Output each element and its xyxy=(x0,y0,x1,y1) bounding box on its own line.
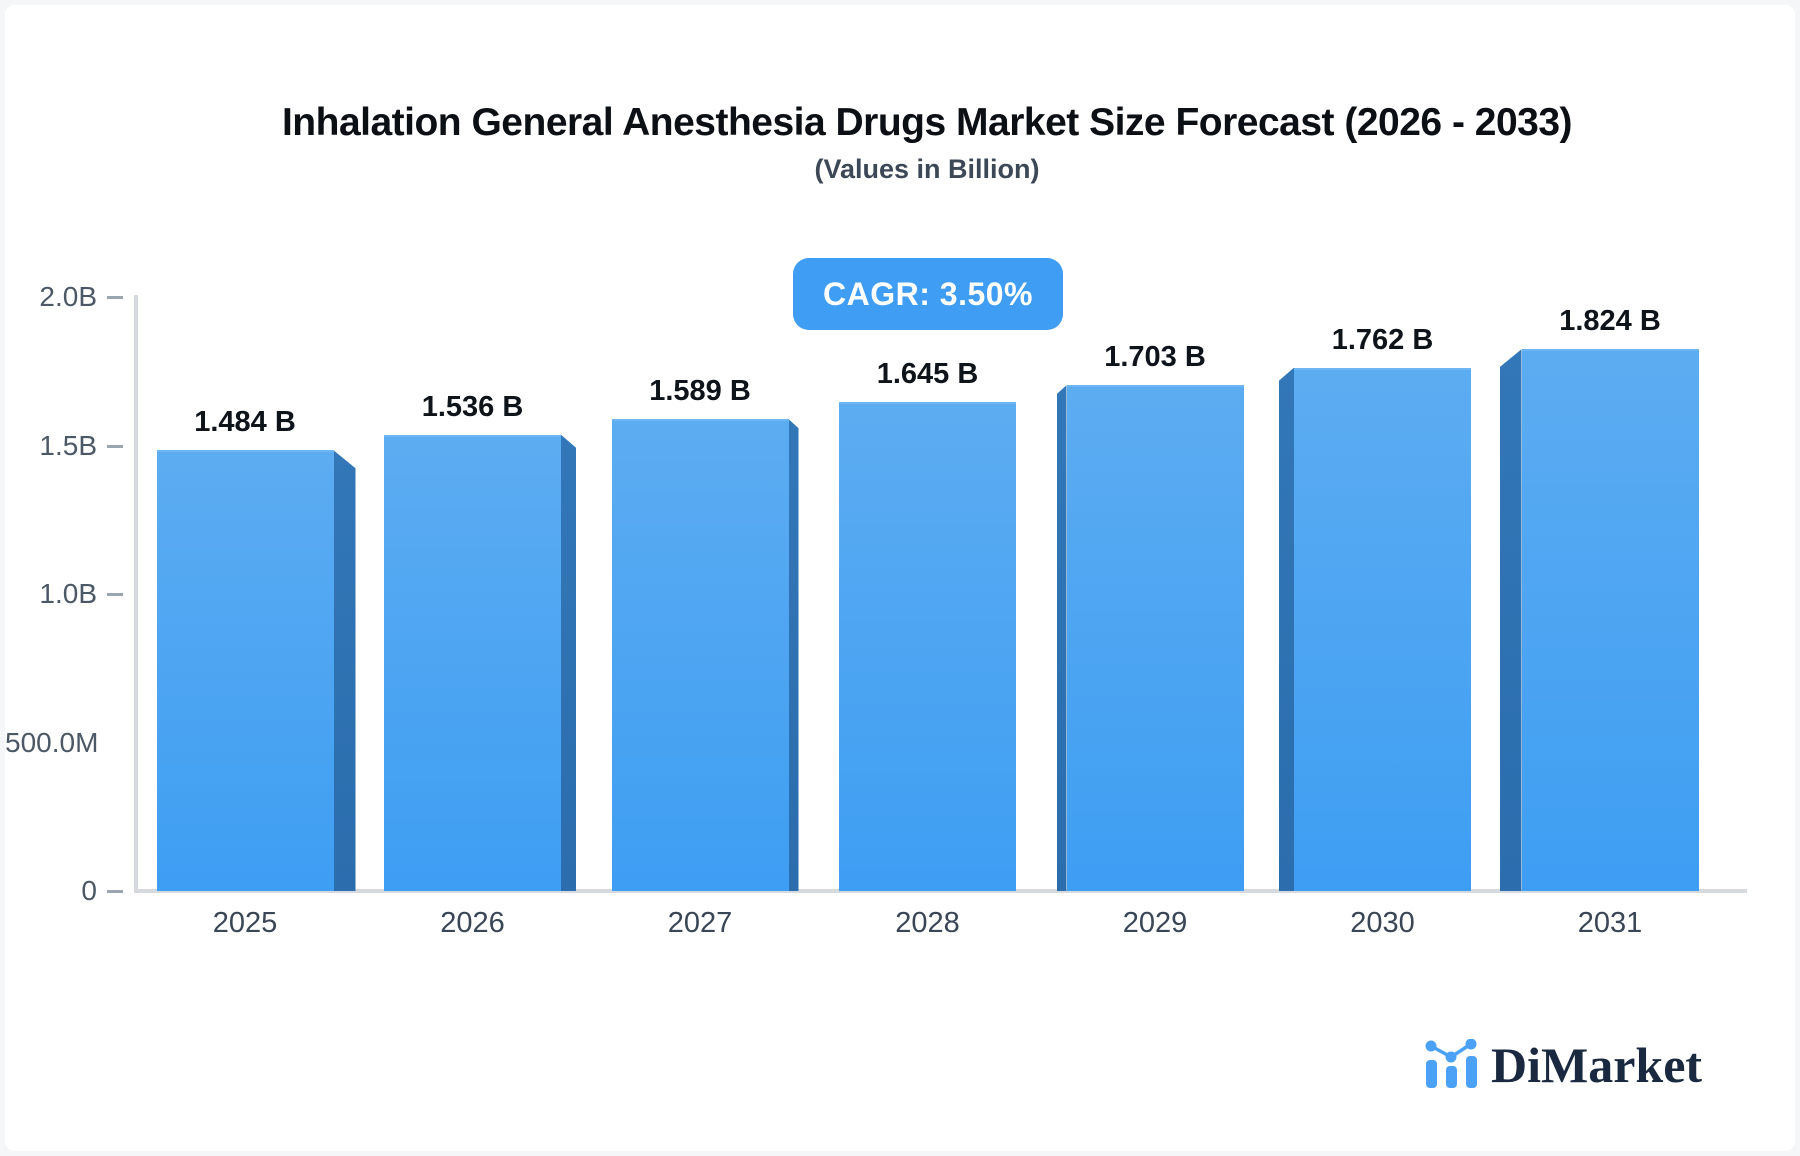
bar-side-2026 xyxy=(561,434,576,891)
mini-bar-line-chart-icon xyxy=(1425,1039,1477,1088)
bar-side-2029 xyxy=(1056,385,1067,891)
chart-card: Inhalation General Anesthesia Drugs Mark… xyxy=(5,5,1795,1151)
y-axis-label-1.5B: 1.5B xyxy=(39,429,97,461)
y-axis-tick xyxy=(107,593,123,596)
bar-2028 xyxy=(839,402,1016,891)
y-axis-tick xyxy=(107,444,123,448)
bar-value-label-2029: 1.703 B xyxy=(1104,341,1206,374)
y-axis-tick xyxy=(107,890,123,893)
x-axis-label-2031: 2031 xyxy=(1577,907,1643,939)
bar-2027 xyxy=(611,419,789,891)
y-axis-line xyxy=(134,295,138,893)
bar-value-label-2027: 1.589 B xyxy=(649,375,751,408)
cagr-badge-label: CAGR: 3.50% xyxy=(823,275,1033,312)
bar-value-label-2026: 1.536 B xyxy=(421,390,524,423)
bar-value-label-2028: 1.645 B xyxy=(876,358,979,391)
x-axis-label-2025: 2025 xyxy=(212,907,278,939)
logo-text: DiMarket xyxy=(1491,1037,1703,1093)
x-axis-label-2027: 2027 xyxy=(667,907,733,939)
dimarket-logo: DiMarket xyxy=(1425,1039,1702,1091)
chart-subtitle: (Values in Billion) xyxy=(814,154,1040,184)
bar-2029 xyxy=(1066,385,1244,891)
bar-side-2030 xyxy=(1279,367,1294,891)
bar-2030 xyxy=(1294,367,1471,891)
y-axis-label-2.0B: 2.0B xyxy=(39,281,97,312)
cagr-badge: CAGR: 3.50% xyxy=(793,258,1063,330)
y-axis-label-1.0B: 1.0B xyxy=(39,578,97,609)
x-axis-line xyxy=(134,889,1747,893)
bar-value-label-2031: 1.824 B xyxy=(1559,305,1661,338)
bar-side-2027 xyxy=(788,419,799,891)
bar-2031 xyxy=(1521,349,1699,891)
x-axis-label-2029: 2029 xyxy=(1122,907,1188,939)
bar-value-label-2030: 1.762 B xyxy=(1331,323,1434,356)
x-axis-label-2028: 2028 xyxy=(895,907,960,939)
chart-title: Inhalation General Anesthesia Drugs Mark… xyxy=(281,101,1573,144)
y-axis-tick xyxy=(107,296,123,299)
bar-side-2025 xyxy=(333,450,356,891)
y-axis-label-500.0M: 500.0M xyxy=(5,726,99,758)
x-axis-label-2026: 2026 xyxy=(440,907,505,939)
x-axis-label-2030: 2030 xyxy=(1350,907,1415,939)
y-axis-label-0: 0 xyxy=(81,875,97,906)
bar-2025 xyxy=(156,450,334,891)
bar-2026 xyxy=(384,434,561,891)
bar-side-2031 xyxy=(1499,349,1522,891)
bar-value-label-2025: 1.484 B xyxy=(194,406,296,439)
